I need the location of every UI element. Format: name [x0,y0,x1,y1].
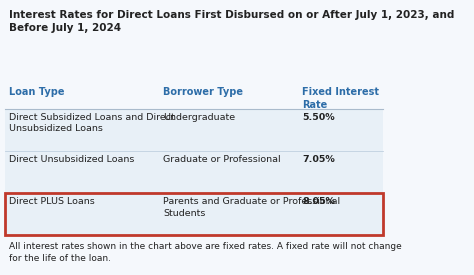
Text: Direct PLUS Loans: Direct PLUS Loans [9,197,95,207]
Text: 7.05%: 7.05% [302,155,335,164]
Text: Parents and Graduate or Professional
Students: Parents and Graduate or Professional Stu… [164,197,341,218]
Text: Borrower Type: Borrower Type [164,87,244,97]
Text: Interest Rates for Direct Loans First Disbursed on or After July 1, 2023, and
Be: Interest Rates for Direct Loans First Di… [9,10,455,33]
Text: All interest rates shown in the chart above are fixed rates. A fixed rate will n: All interest rates shown in the chart ab… [9,242,402,263]
Text: Fixed Interest
Rate: Fixed Interest Rate [302,87,379,109]
Text: 8.05%: 8.05% [302,197,335,207]
FancyBboxPatch shape [5,151,383,193]
Text: 5.50%: 5.50% [302,113,335,122]
FancyBboxPatch shape [5,109,383,151]
Text: Graduate or Professional: Graduate or Professional [164,155,281,164]
Text: Loan Type: Loan Type [9,87,64,97]
Text: Undergraduate: Undergraduate [164,113,236,122]
Text: Direct Unsubsidized Loans: Direct Unsubsidized Loans [9,155,135,164]
Text: Direct Subsidized Loans and Direct
Unsubsidized Loans: Direct Subsidized Loans and Direct Unsub… [9,113,175,133]
FancyBboxPatch shape [5,193,383,235]
